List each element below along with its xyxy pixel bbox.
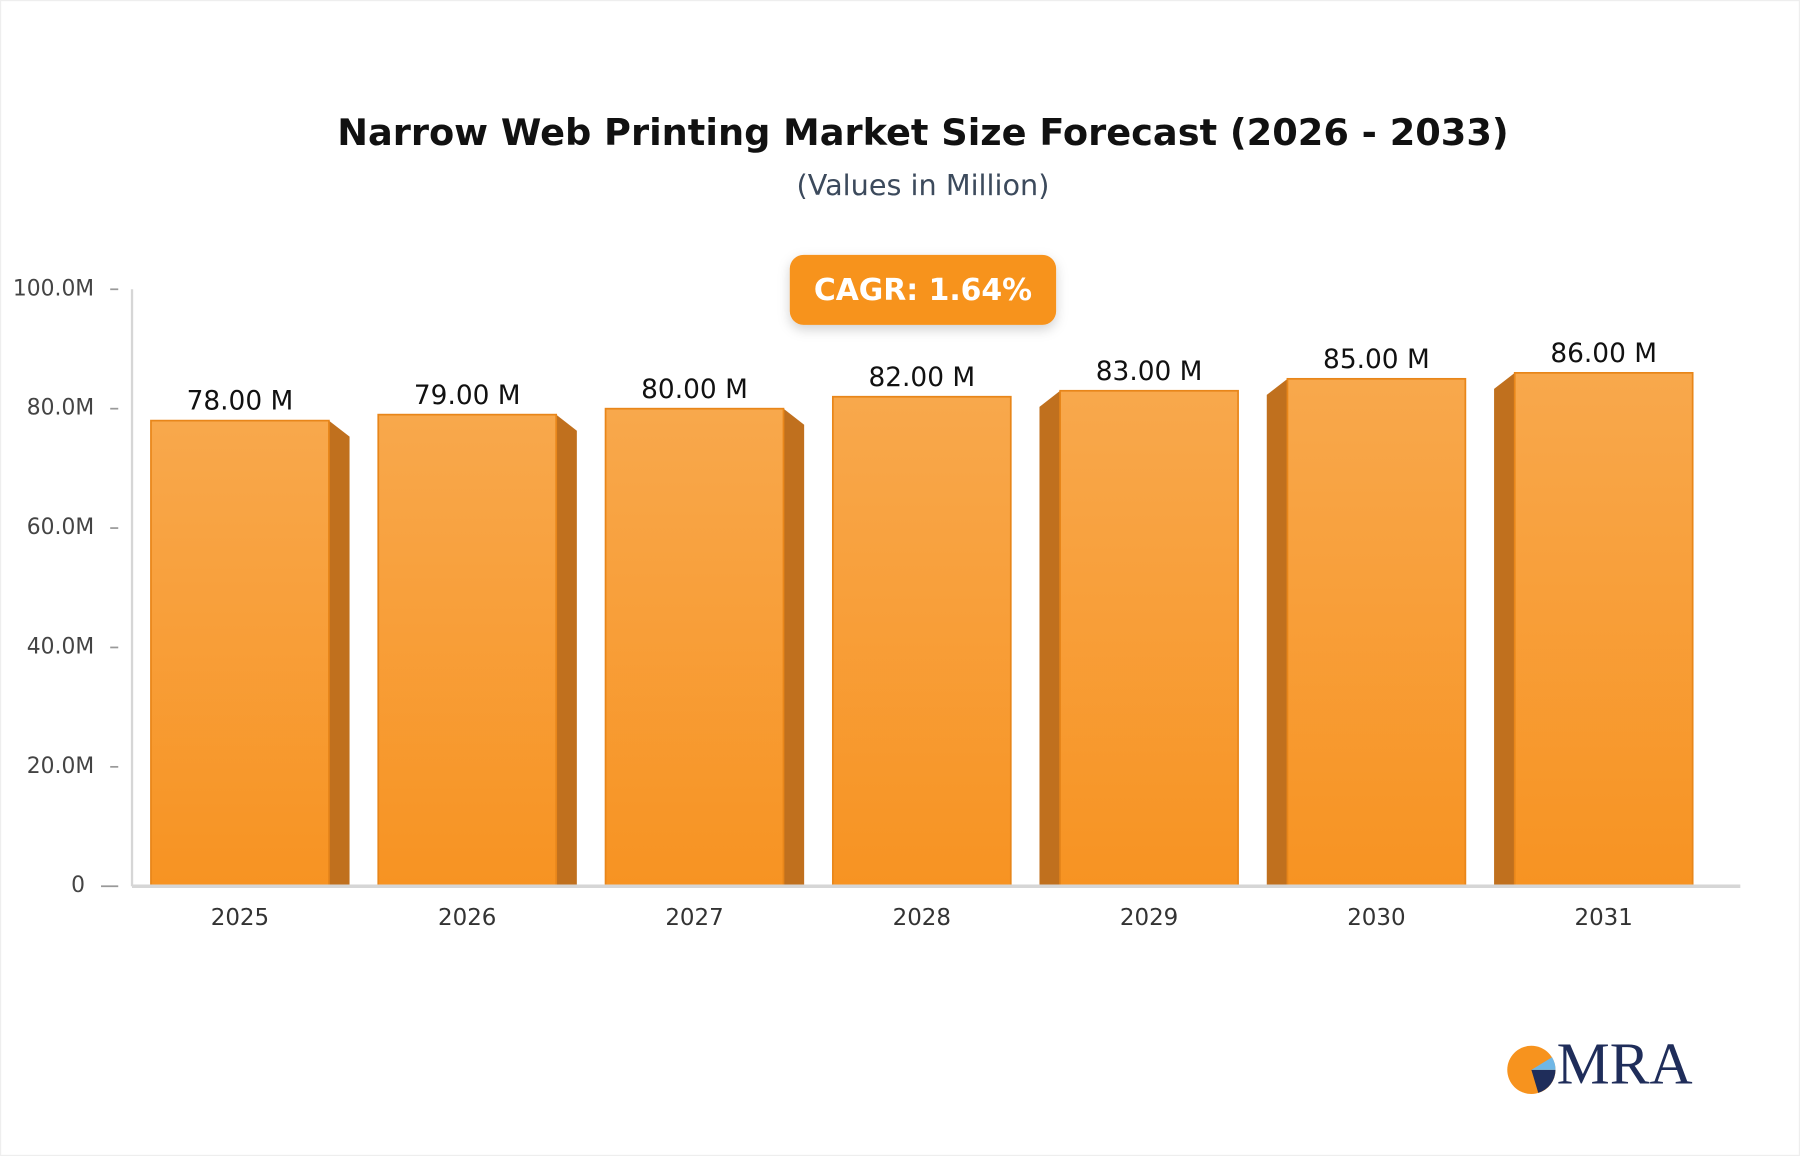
- data-label: 83.00 M: [1096, 356, 1203, 387]
- y-tick-label: 20.0M: [27, 754, 94, 779]
- bar-side: [556, 414, 577, 887]
- x-tick-label: 2029: [1120, 905, 1178, 931]
- x-tick-label: 2027: [665, 905, 723, 931]
- bar: [831, 395, 1012, 888]
- x-tick-label: 2028: [893, 905, 951, 931]
- x-tick-label: 2025: [211, 905, 269, 931]
- bar-side: [328, 420, 350, 887]
- data-label: 78.00 M: [187, 386, 294, 417]
- chart-subtitle: (Values in Million): [797, 168, 1050, 202]
- logo: MRA: [1507, 1031, 1693, 1097]
- bar-side: [1266, 378, 1288, 887]
- data-label: 79.00 M: [414, 380, 521, 411]
- bar: [1059, 389, 1239, 888]
- x-tick-label: 2031: [1575, 905, 1633, 931]
- chart-title: Narrow Web Printing Market Size Forecast…: [337, 111, 1508, 154]
- data-label: 85.00 M: [1323, 344, 1430, 375]
- logo-text: MRA: [1557, 1031, 1693, 1097]
- data-label: 82.00 M: [868, 362, 975, 393]
- bar: [1286, 377, 1467, 888]
- bar: [1513, 371, 1694, 888]
- bar-side: [1494, 372, 1515, 887]
- y-tick-label: 100.0M: [13, 276, 94, 301]
- bar-side: [783, 408, 805, 887]
- y-tick-label: 0: [71, 873, 85, 898]
- bar-side: [1039, 390, 1061, 887]
- bar: [150, 419, 330, 888]
- bar: [377, 413, 558, 888]
- data-label: 86.00 M: [1550, 338, 1657, 369]
- annotation: CAGR: 1.64%: [814, 273, 1032, 308]
- logo-icon: [1531, 1057, 1556, 1070]
- logo-icon: [1531, 1069, 1556, 1093]
- y-tick-label: 60.0M: [27, 515, 94, 540]
- data-label: 80.00 M: [641, 374, 748, 405]
- bar: [604, 407, 785, 888]
- x-tick-label: 2026: [438, 905, 496, 931]
- y-tick-label: 80.0M: [27, 396, 94, 421]
- y-tick-label: 40.0M: [27, 634, 94, 659]
- annotation-badge: [789, 254, 1057, 325]
- x-tick-label: 2030: [1347, 905, 1405, 931]
